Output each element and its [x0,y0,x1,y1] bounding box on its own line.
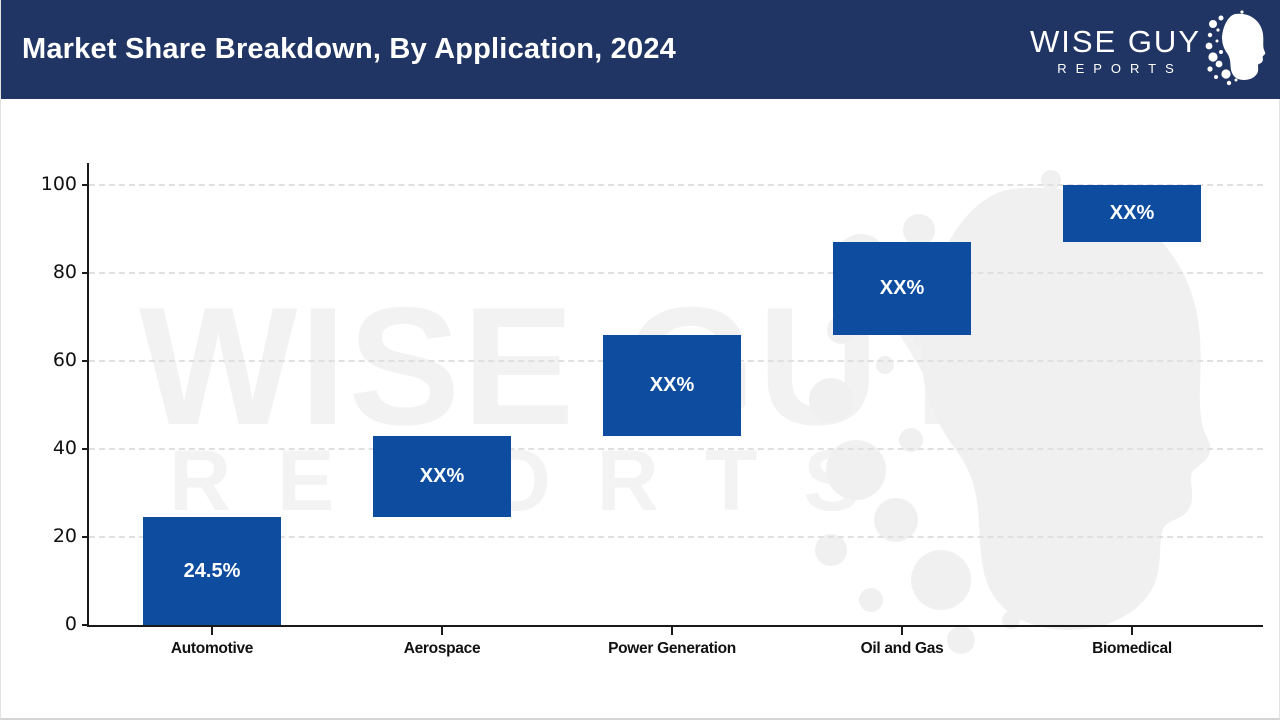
brand-logo-text: WISE GUY REPORTS [1030,24,1201,76]
y-tick-label-0: 0 [64,613,77,635]
y-tick-80 [82,272,89,274]
bar-value-label: 24.5% [183,559,241,582]
gridline-80 [89,272,1263,274]
bar-value-label: XX% [1109,202,1155,225]
bar-power-generation: XX% [603,334,741,436]
y-tick-60 [82,360,89,362]
x-tick-4 [1131,627,1133,635]
x-tick-3 [901,627,903,635]
brand-subname: REPORTS [1057,60,1183,76]
gridline-100 [89,184,1263,186]
x-axis-label-0: Automotive [170,640,254,657]
brand-head-icon [1205,9,1266,85]
bar-value-label: XX% [649,373,695,396]
bar-value-label: XX% [879,276,925,299]
gridline-20 [89,536,1263,538]
x-axis-line [87,625,1263,627]
bar-value-label: XX% [419,464,465,487]
y-tick-label-60: 60 [52,349,77,371]
header: Market Share Breakdown, By Application, … [1,0,1280,99]
bar-aerospace: XX% [373,435,511,518]
x-axis-label-3: Oil and Gas [860,640,944,657]
x-axis-label-1: Aerospace [403,640,481,657]
y-tick-label-80: 80 [52,261,77,283]
waterfall-chart: 0 20 40 60 80 100 24.5% Automotive XX% Aerospace X… [1,99,1280,718]
y-tick-label-40: 40 [52,437,77,459]
x-tick-1 [441,627,443,635]
bar-biomedical: XX% [1063,185,1201,243]
y-axis-line [87,163,89,627]
y-tick-40 [82,448,89,450]
x-tick-0 [211,627,213,635]
page-title: Market Share Breakdown, By Application, … [22,33,676,65]
y-tick-0 [82,624,89,626]
x-axis-label-2: Power Generation [608,640,736,657]
brand-logo: WISE GUY REPORTS [1030,0,1267,99]
y-tick-20 [82,536,89,538]
y-tick-label-100: 100 [40,173,77,195]
bar-automotive: 24.5% [143,517,281,625]
y-tick-label-20: 20 [52,525,77,547]
x-tick-2 [671,627,673,635]
x-axis-label-4: Biomedical [1092,640,1172,657]
y-tick-100 [82,184,89,186]
gridline-40 [89,448,1263,450]
bar-oil-and-gas: XX% [833,242,971,335]
brand-name: WISE GUY [1029,23,1201,59]
